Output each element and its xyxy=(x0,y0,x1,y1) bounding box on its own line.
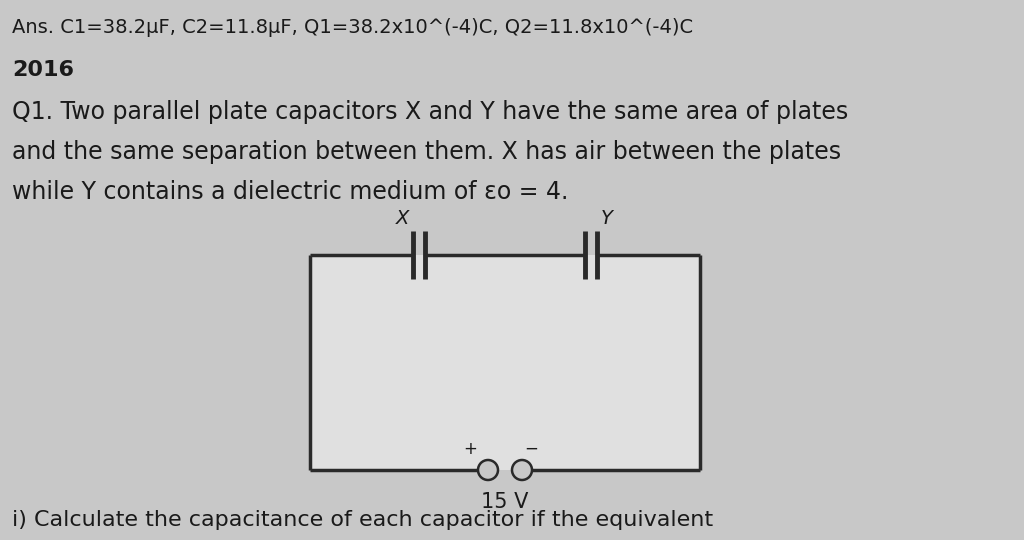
Text: 15 V: 15 V xyxy=(481,492,528,512)
Text: +: + xyxy=(463,440,477,458)
Text: Ans. C1=38.2μF, C2=11.8μF, Q1=38.2x10^(-4)C, Q2=11.8x10^(-4)C: Ans. C1=38.2μF, C2=11.8μF, Q1=38.2x10^(-… xyxy=(12,18,693,37)
Circle shape xyxy=(512,460,532,480)
Text: and the same separation between them. X has air between the plates: and the same separation between them. X … xyxy=(12,140,841,164)
Text: while Y contains a dielectric medium of εo = 4.: while Y contains a dielectric medium of … xyxy=(12,180,568,204)
Text: Q1. Two parallel plate capacitors X and Y have the same area of plates: Q1. Two parallel plate capacitors X and … xyxy=(12,100,848,124)
Bar xyxy=(310,255,700,470)
Circle shape xyxy=(478,460,498,480)
Text: Y: Y xyxy=(601,209,612,228)
Text: i) Calculate the capacitance of each capacitor if the equivalent: i) Calculate the capacitance of each cap… xyxy=(12,510,713,530)
Text: −: − xyxy=(524,440,538,458)
Text: 2016: 2016 xyxy=(12,60,74,80)
Text: X: X xyxy=(396,209,410,228)
